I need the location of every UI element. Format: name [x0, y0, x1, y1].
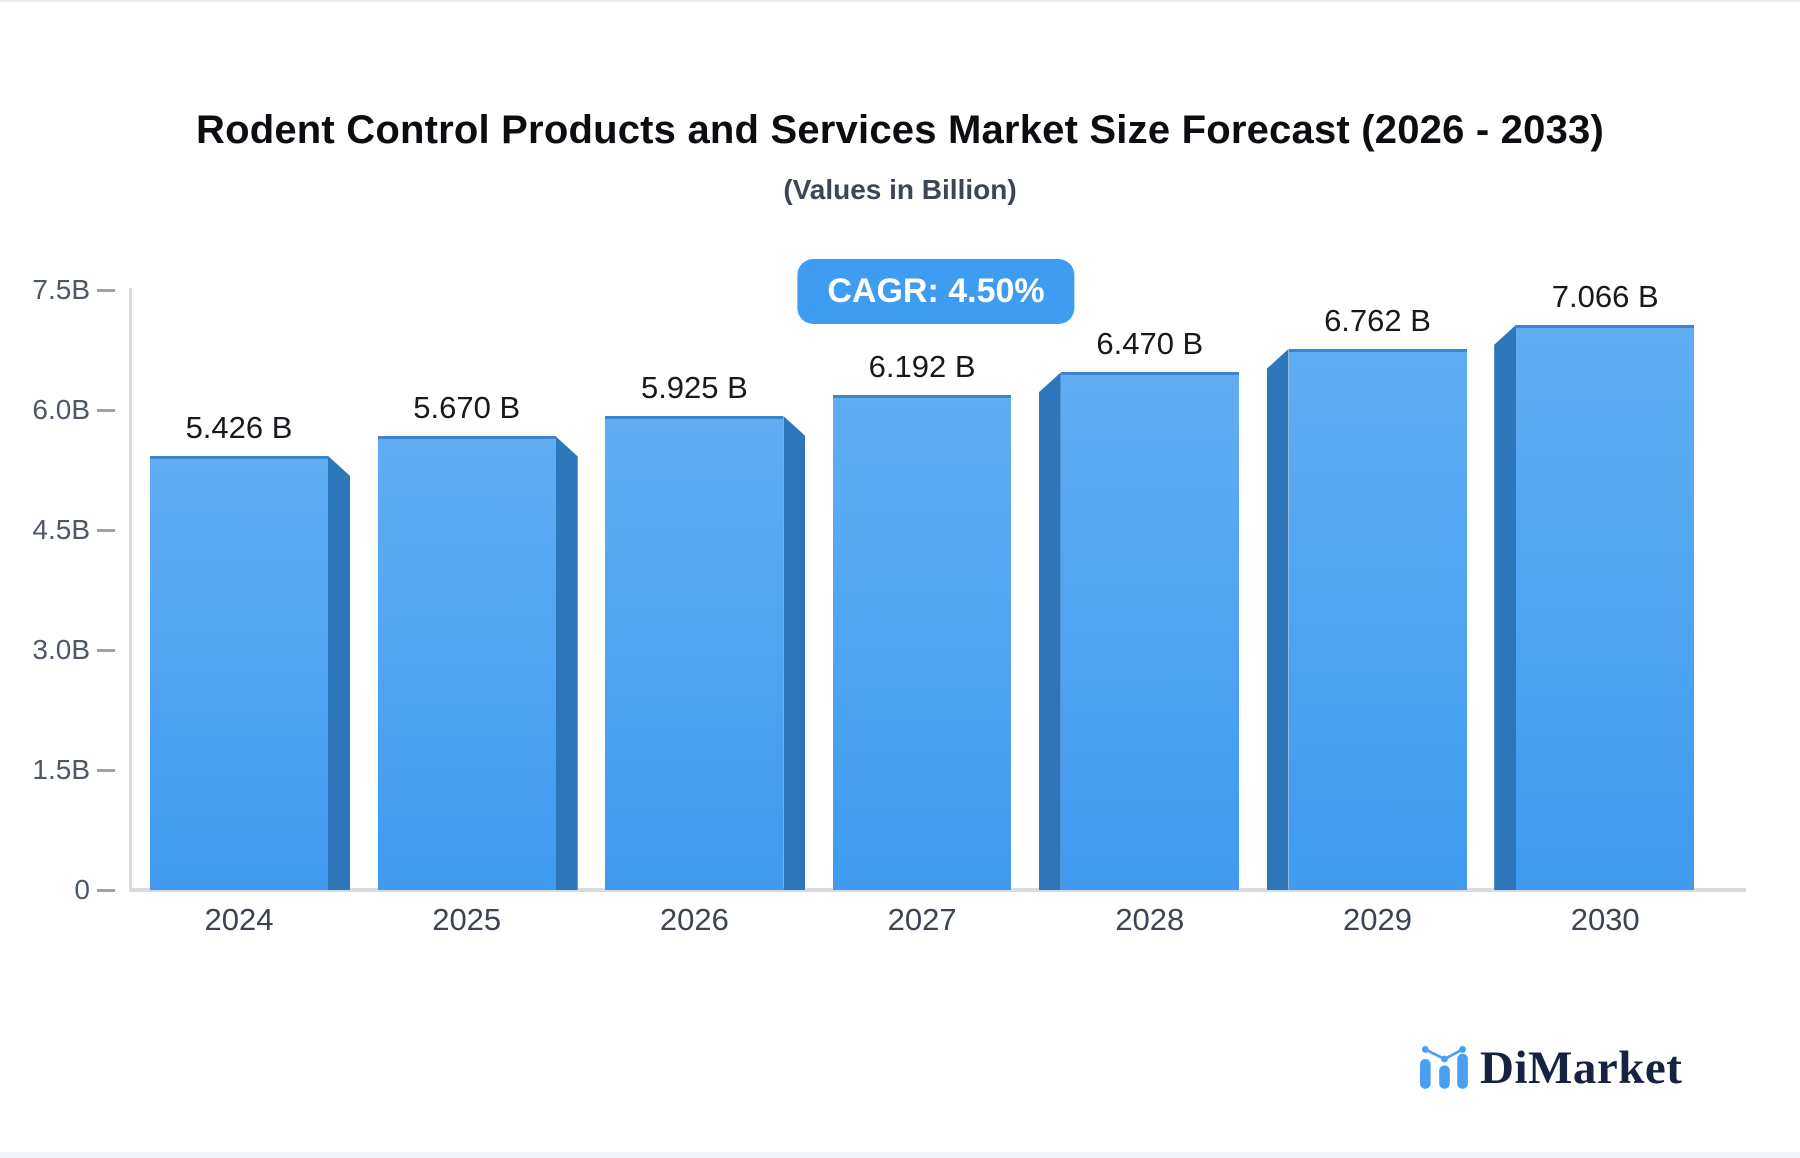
y-tick-dash — [97, 409, 115, 412]
bar-side-face — [1494, 324, 1517, 890]
chart-title: Rodent Control Products and Services Mar… — [196, 108, 1604, 152]
bar-value-label: 6.470 B — [1096, 326, 1204, 362]
x-category-label: 2029 — [1343, 902, 1412, 937]
bar-value-label: 6.192 B — [868, 348, 976, 384]
y-tick-dash — [97, 769, 115, 772]
y-tick-dash — [97, 889, 115, 892]
x-category-label: 2028 — [1115, 902, 1185, 937]
y-tick-label: 4.5B — [32, 514, 90, 545]
y-tick-label: 7.5B — [32, 274, 90, 305]
bar — [150, 455, 328, 890]
y-tick-label: 3.0B — [32, 634, 90, 665]
bar-value-label: 7.066 B — [1551, 278, 1659, 314]
bar — [1060, 372, 1239, 890]
bar-line-chart-icon — [1420, 1046, 1468, 1089]
bar — [1516, 324, 1695, 890]
y-tick-label: 0 — [74, 874, 90, 905]
bar-value-label: 6.762 B — [1324, 303, 1431, 339]
bar — [1288, 349, 1467, 890]
page-bottom-edge — [0, 1152, 1800, 1158]
x-axis-line — [129, 888, 1746, 892]
cagr-badge-label: CAGR: 4.50% — [827, 272, 1045, 310]
y-tick-label: 6.0B — [32, 394, 90, 425]
bar — [605, 416, 784, 890]
y-tick-label: 1.5B — [32, 754, 90, 785]
cagr-badge: CAGR: 4.50% — [797, 259, 1075, 324]
x-category-label: 2024 — [204, 902, 274, 937]
bar — [833, 394, 1012, 890]
y-tick-dash — [97, 649, 115, 652]
x-category-label: 2030 — [1570, 902, 1640, 937]
bar-value-label: 5.925 B — [640, 370, 748, 405]
bar-side-face — [328, 455, 350, 890]
bar-side-face — [555, 436, 578, 890]
x-category-label: 2025 — [432, 902, 502, 937]
bar — [377, 436, 556, 890]
y-tick-dash — [97, 529, 115, 532]
x-category-label: 2027 — [887, 902, 957, 937]
bar-side-face — [783, 416, 806, 890]
bar-side-face — [1038, 372, 1061, 890]
x-category-label: 2026 — [659, 902, 729, 937]
logo-text: DiMarket — [1480, 1042, 1683, 1094]
bar-side-face — [1266, 349, 1289, 890]
chart-subtitle: (Values in Billion) — [783, 174, 1017, 205]
y-axis-line — [129, 288, 132, 892]
bar-value-label: 5.670 B — [413, 390, 521, 426]
y-tick-dash — [97, 289, 115, 292]
bar-value-label: 5.426 B — [185, 409, 293, 445]
dimarket-logo: DiMarket — [1420, 1042, 1683, 1094]
